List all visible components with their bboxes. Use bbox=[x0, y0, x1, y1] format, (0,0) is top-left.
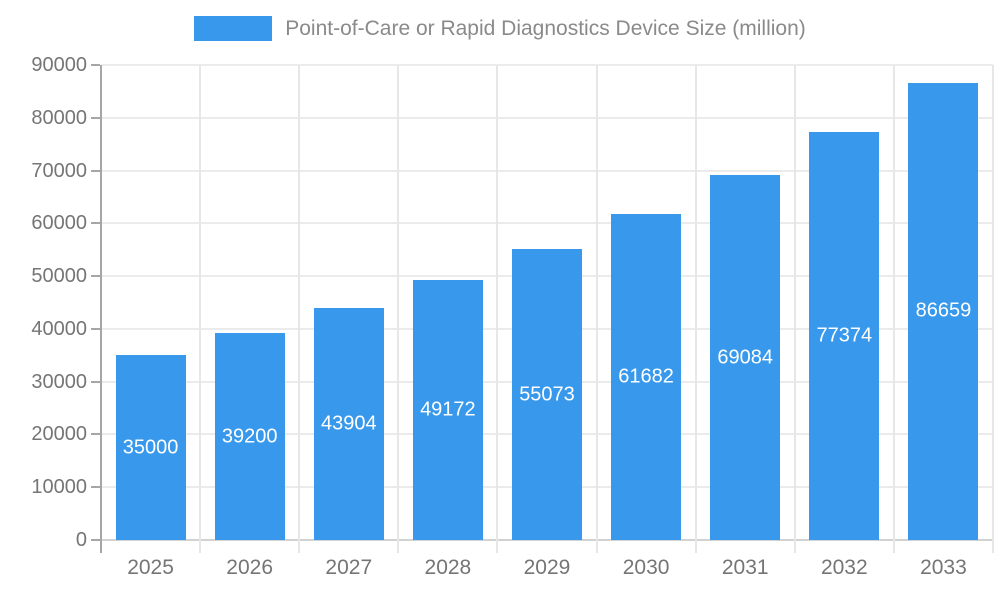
y-axis-label: 60000 bbox=[31, 212, 87, 235]
bar-value-label: 39200 bbox=[221, 425, 278, 448]
y-tick bbox=[91, 222, 100, 225]
y-axis-label: 50000 bbox=[31, 265, 87, 288]
bar bbox=[412, 280, 483, 540]
bar bbox=[214, 333, 285, 540]
y-axis-label: 20000 bbox=[31, 423, 87, 446]
v-gridline bbox=[992, 65, 994, 553]
h-gridline bbox=[101, 539, 993, 541]
bar-value-label: 43904 bbox=[320, 412, 377, 435]
bar bbox=[710, 175, 781, 540]
bar-value-label: 69084 bbox=[717, 346, 774, 369]
v-gridline bbox=[397, 65, 400, 553]
legend-item[interactable]: Point-of-Care or Rapid Diagnostics Devic… bbox=[0, 16, 1000, 41]
bar bbox=[512, 249, 582, 540]
legend-label: Point-of-Care or Rapid Diagnostics Devic… bbox=[285, 16, 806, 40]
y-tick bbox=[91, 539, 100, 541]
v-gridline bbox=[199, 65, 202, 553]
x-axis-label: 2033 bbox=[920, 556, 967, 579]
h-gridline bbox=[101, 116, 993, 119]
v-gridline bbox=[298, 65, 301, 553]
y-tick bbox=[91, 433, 100, 436]
y-tick bbox=[91, 169, 100, 172]
y-axis-label: 40000 bbox=[31, 317, 87, 340]
v-gridline bbox=[694, 65, 697, 553]
x-axis-label: 2031 bbox=[721, 556, 769, 579]
y-axis-label: 90000 bbox=[31, 54, 87, 76]
v-gridline bbox=[496, 65, 499, 553]
h-gridline bbox=[101, 64, 993, 66]
v-gridline bbox=[793, 65, 796, 553]
bar-value-label: 49172 bbox=[420, 398, 476, 421]
y-tick bbox=[91, 275, 100, 278]
y-tick bbox=[91, 486, 100, 489]
bar bbox=[313, 308, 384, 540]
y-tick bbox=[91, 327, 100, 330]
x-axis-label: 2025 bbox=[127, 556, 174, 579]
x-axis-label: 2027 bbox=[325, 556, 373, 579]
legend-swatch bbox=[194, 16, 273, 41]
bar-value-label: 55073 bbox=[519, 383, 575, 406]
y-tick bbox=[91, 380, 100, 383]
h-gridline bbox=[101, 222, 993, 225]
bar bbox=[611, 214, 682, 540]
y-axis-line bbox=[100, 65, 102, 553]
y-axis-label: 0 bbox=[75, 529, 87, 551]
bar bbox=[115, 355, 186, 540]
bar bbox=[809, 131, 880, 540]
y-axis-label: 30000 bbox=[31, 370, 87, 393]
v-gridline bbox=[595, 65, 598, 553]
h-gridline bbox=[101, 169, 993, 172]
bar-value-label: 86659 bbox=[915, 299, 972, 322]
y-tick bbox=[91, 64, 100, 66]
bar-value-label: 61682 bbox=[618, 365, 674, 388]
bar-value-label: 35000 bbox=[122, 436, 179, 459]
x-axis-label: 2028 bbox=[424, 556, 472, 579]
x-axis-label: 2032 bbox=[820, 556, 868, 579]
x-axis-label: 2029 bbox=[523, 556, 571, 579]
v-gridline bbox=[892, 65, 895, 553]
bar-value-label: 77374 bbox=[816, 324, 873, 347]
y-axis-label: 70000 bbox=[31, 159, 87, 182]
x-axis-label: 2026 bbox=[226, 556, 274, 579]
y-axis-label: 10000 bbox=[31, 476, 87, 499]
y-axis-label: 80000 bbox=[31, 106, 87, 129]
bar bbox=[908, 82, 979, 540]
y-tick bbox=[91, 116, 100, 119]
x-axis-label: 2030 bbox=[622, 556, 670, 579]
